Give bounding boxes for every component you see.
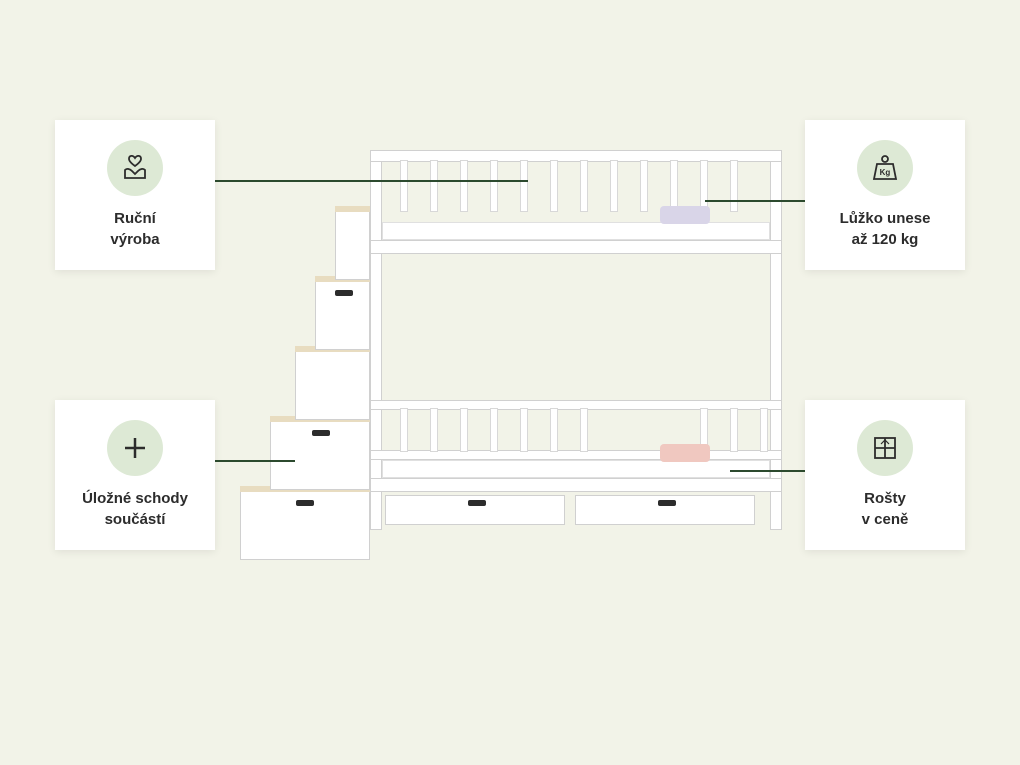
feature-card-slats: Roštyv ceně bbox=[805, 400, 965, 550]
feature-label: Lůžko uneseaž 120 kg bbox=[820, 208, 950, 250]
weight-icon: Kg bbox=[857, 140, 913, 196]
product-image bbox=[240, 150, 800, 590]
feature-card-storage-stairs: Úložné schodysoučástí bbox=[55, 400, 215, 550]
connector-line bbox=[215, 460, 295, 462]
feature-card-handmade: Ručnívýroba bbox=[55, 120, 215, 270]
hands-heart-icon bbox=[107, 140, 163, 196]
feature-label: Ručnívýroba bbox=[70, 208, 200, 250]
plus-icon bbox=[107, 420, 163, 476]
connector-line bbox=[730, 470, 805, 472]
feature-label: Úložné schodysoučástí bbox=[70, 488, 200, 530]
feature-label: Roštyv ceně bbox=[820, 488, 950, 530]
svg-text:Kg: Kg bbox=[880, 168, 891, 177]
connector-line bbox=[215, 180, 528, 182]
connector-line bbox=[705, 200, 805, 202]
package-icon bbox=[857, 420, 913, 476]
feature-card-weight: Kg Lůžko uneseaž 120 kg bbox=[805, 120, 965, 270]
